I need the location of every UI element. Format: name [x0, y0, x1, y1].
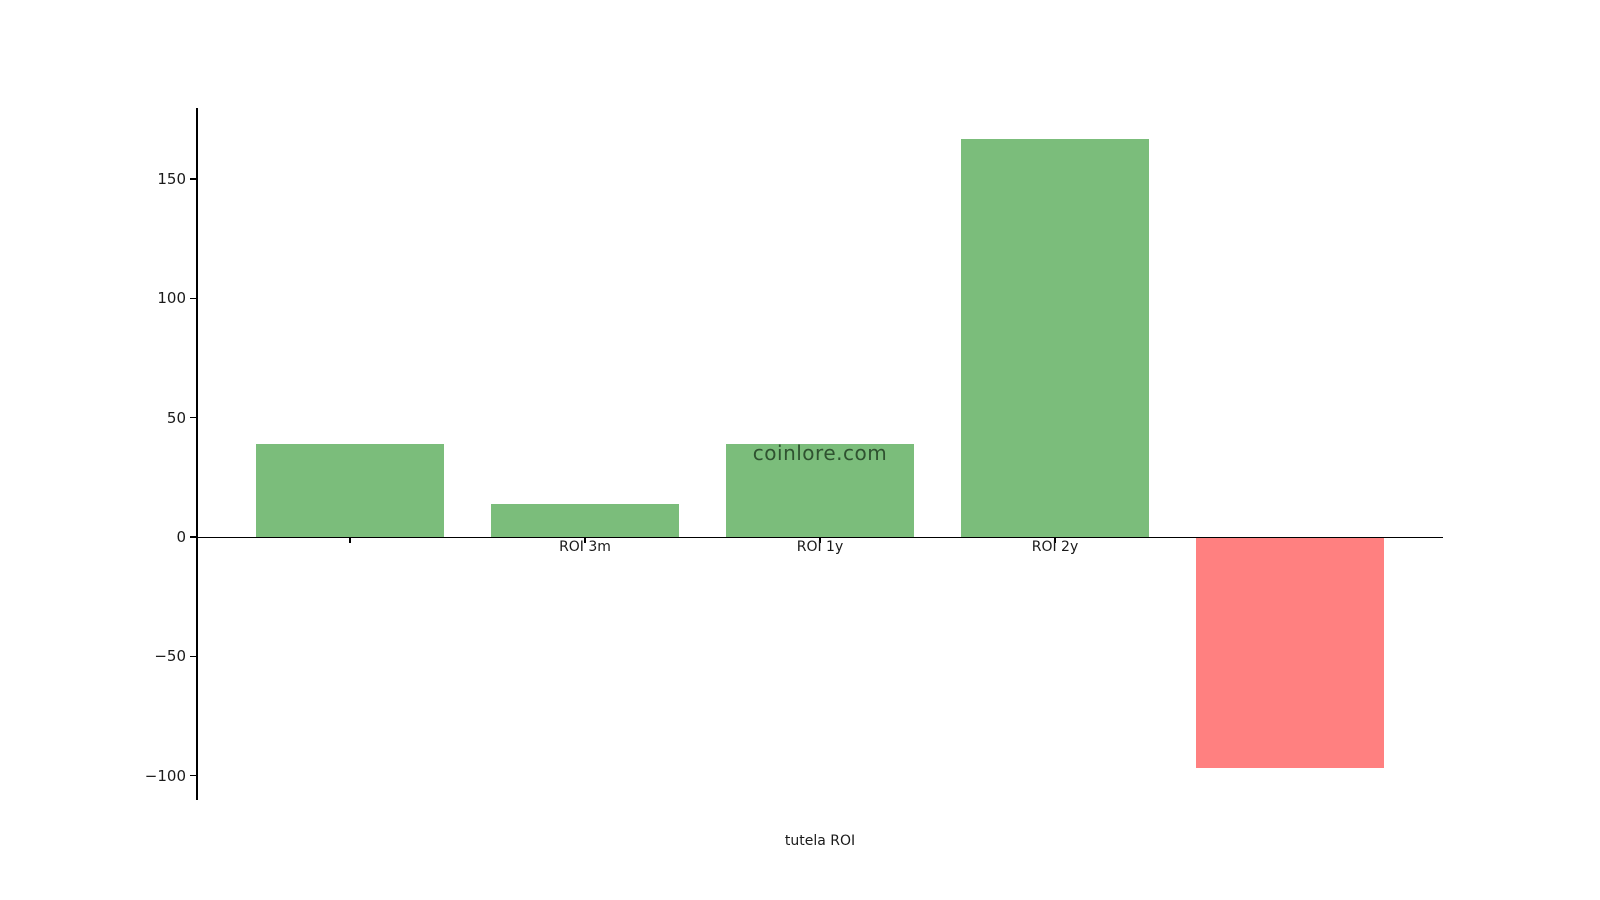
- y-tick-label: −100: [144, 766, 186, 785]
- bar-roi-3m: [491, 503, 679, 537]
- y-axis-spine: [196, 108, 198, 800]
- x-tick-label: ROI 1y: [796, 539, 844, 555]
- y-tick: [190, 536, 197, 538]
- y-tick-label: −50: [154, 647, 186, 666]
- bar-unlabeled-0: [256, 443, 444, 537]
- y-tick-label: 0: [176, 528, 186, 546]
- bar-unlabeled-4: [1196, 537, 1384, 769]
- x-tick: [584, 537, 586, 543]
- x-axis-line: [196, 536, 1443, 538]
- x-axis-title: tutela ROI: [784, 833, 856, 849]
- x-tick: [819, 537, 821, 543]
- y-tick: [190, 655, 197, 658]
- y-tick-label: 150: [157, 170, 186, 189]
- x-tick-label: ROI 2y: [1031, 539, 1079, 555]
- x-tick: [349, 537, 351, 543]
- y-tick: [190, 774, 197, 777]
- y-tick: [190, 416, 197, 419]
- bar-roi-1y: [726, 443, 914, 537]
- bar-roi-2y: [961, 138, 1149, 537]
- y-tick: [190, 178, 197, 180]
- y-tick-label: 100: [157, 289, 186, 308]
- x-tick: [1054, 537, 1056, 543]
- y-tick-label: 50: [166, 408, 186, 427]
- y-tick: [190, 297, 197, 300]
- watermark-coinlore: coinlore.com: [752, 441, 888, 465]
- x-tick-label: ROI 3m: [559, 539, 611, 555]
